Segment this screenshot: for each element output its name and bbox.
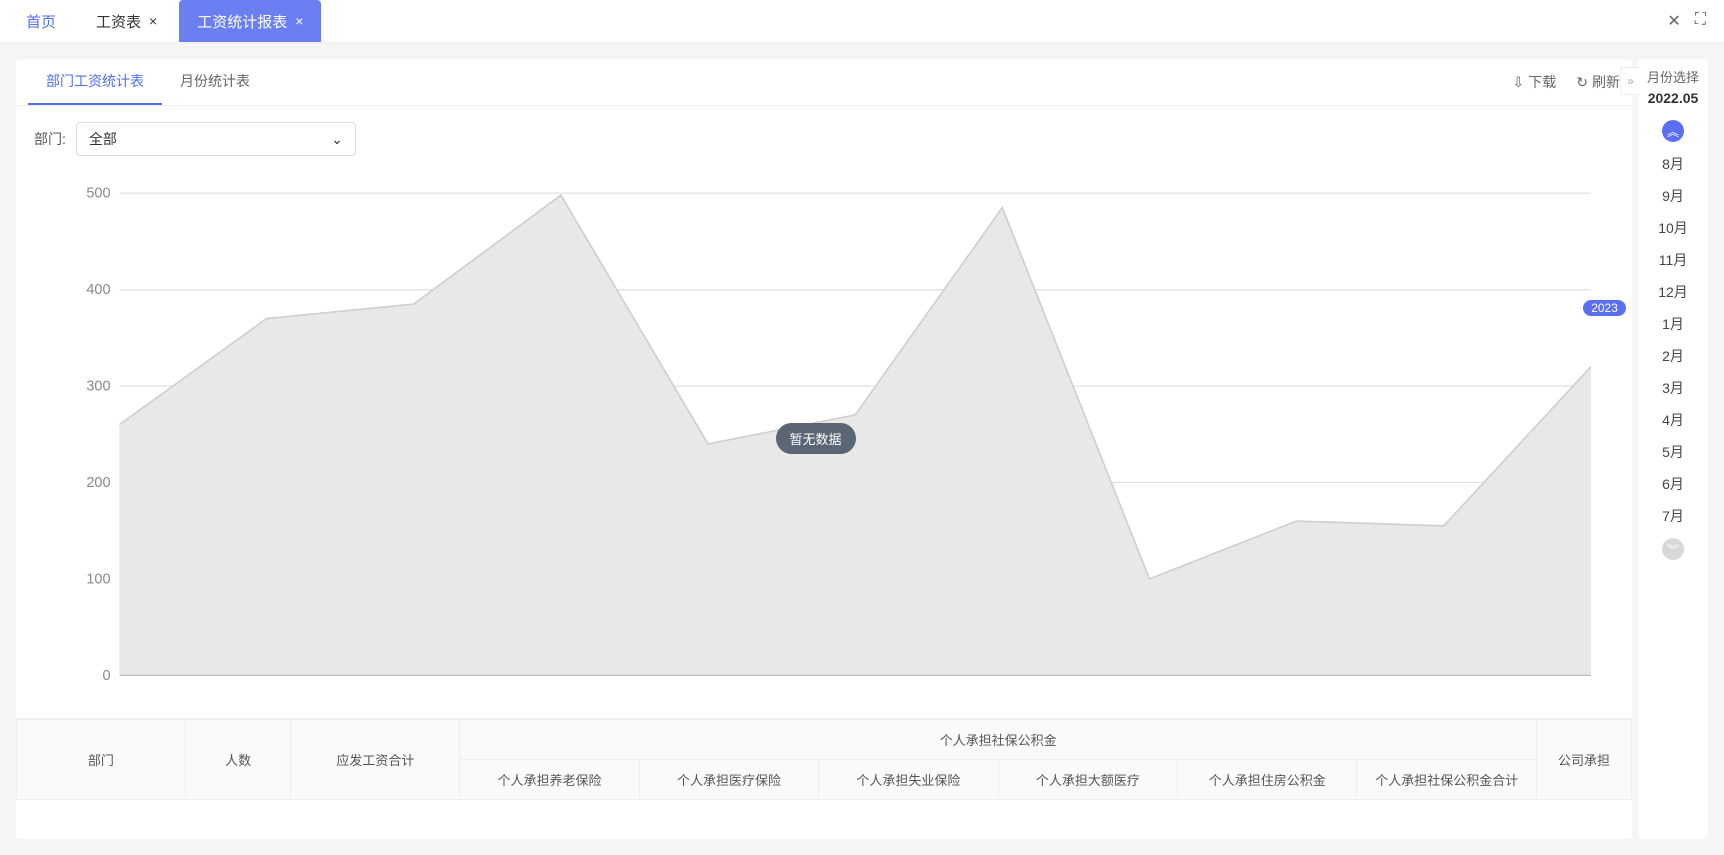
chart-area: 0 100 200 300 400 500 暂无数据 — [16, 172, 1632, 718]
dept-select-value: 全部 — [89, 129, 117, 149]
table-subheader: 个人承担养老保险 — [460, 759, 639, 799]
svg-text:300: 300 — [86, 379, 110, 395]
month-item[interactable]: 4月 — [1658, 408, 1688, 432]
close-all-icon[interactable]: ✕ — [1667, 11, 1680, 31]
dept-filter-label: 部门: — [34, 129, 66, 149]
sub-tab-bar: 部门工资统计表 月份统计表 ⇩ 下载 ↻ 刷新 — [16, 59, 1632, 106]
table-header: 部门 — [17, 719, 186, 799]
month-item[interactable]: 12月 — [1654, 280, 1692, 304]
month-scroll-down-button[interactable]: ︾ — [1662, 538, 1684, 560]
sub-tab-dept-stats-label: 部门工资统计表 — [46, 73, 144, 89]
tab-salary-report-label: 工资统计报表 — [197, 11, 287, 32]
filter-row: 部门: 全部 ⌄ — [16, 106, 1632, 172]
month-list: 8月 9月 10月 11月 12月 1月2023 2月 3月 4月 5月 6月 7月 — [1654, 152, 1692, 528]
table-header-group: 个人承担社保公积金 — [460, 719, 1537, 759]
month-item[interactable]: 10月 — [1654, 216, 1692, 240]
month-item[interactable]: 5月 — [1658, 440, 1688, 464]
dept-select[interactable]: 全部 ⌄ — [76, 122, 356, 156]
svg-text:400: 400 — [86, 282, 110, 298]
sub-tab-month-stats[interactable]: 月份统计表 — [162, 59, 268, 105]
download-button[interactable]: ⇩ 下载 — [1513, 72, 1557, 92]
tab-salary-report[interactable]: 工资统计报表 × — [179, 0, 321, 42]
sub-tab-dept-stats[interactable]: 部门工资统计表 — [28, 59, 162, 105]
month-item[interactable]: 8月 — [1658, 152, 1688, 176]
table-subheader: 个人承担医疗保险 — [639, 759, 818, 799]
table-header: 应发工资合计 — [291, 719, 460, 799]
month-scroll-up-button[interactable]: ︽ — [1662, 120, 1684, 142]
year-badge: 2023 — [1583, 300, 1626, 316]
download-label: 下载 — [1528, 72, 1556, 92]
close-icon[interactable]: × — [295, 13, 303, 29]
top-right-icons: ✕ ⛶ — [1667, 11, 1724, 31]
refresh-label: 刷新 — [1592, 72, 1620, 92]
download-icon: ⇩ — [1513, 74, 1525, 91]
tab-home[interactable]: 首页 — [8, 0, 74, 42]
refresh-button[interactable]: ↻ 刷新 — [1576, 72, 1620, 92]
chevron-down-icon: ︾ — [1667, 541, 1679, 558]
top-tab-bar: 首页 工资表 × 工资统计报表 × ✕ ⛶ — [0, 0, 1724, 43]
month-item[interactable]: 3月 — [1658, 376, 1688, 400]
refresh-icon: ↻ — [1576, 74, 1588, 91]
chevron-up-icon: ︽ — [1667, 123, 1679, 140]
svg-text:100: 100 — [86, 571, 110, 587]
chevron-right-icon: » — [1627, 74, 1634, 88]
svg-text:500: 500 — [86, 186, 110, 202]
month-panel: » 月份选择 2022.05 ︽ 8月9月10月11月12月1月20232月3月… — [1638, 59, 1708, 839]
month-panel-title: 月份选择 — [1647, 67, 1699, 86]
chevron-down-icon: ⌄ — [331, 131, 343, 148]
collapse-month-panel-button[interactable]: » — [1620, 67, 1640, 95]
month-selected-value: 2022.05 — [1648, 90, 1699, 106]
tab-salary[interactable]: 工资表 × — [78, 0, 175, 42]
close-icon[interactable]: × — [149, 13, 157, 29]
month-item[interactable]: 1月2023 — [1658, 312, 1688, 336]
month-item[interactable]: 2月 — [1658, 344, 1688, 368]
svg-text:0: 0 — [102, 668, 110, 684]
chart-tooltip: 暂无数据 — [776, 423, 856, 454]
month-item[interactable]: 6月 — [1658, 472, 1688, 496]
chart-tooltip-text: 暂无数据 — [790, 432, 842, 447]
table-subheader: 个人承担大额医疗 — [998, 759, 1177, 799]
table-header: 人数 — [185, 719, 291, 799]
month-item[interactable]: 7月 — [1658, 504, 1688, 528]
fullscreen-icon[interactable]: ⛶ — [1695, 11, 1706, 31]
month-item[interactable]: 11月 — [1655, 248, 1692, 272]
table-subheader: 个人承担失业保险 — [819, 759, 998, 799]
sub-tab-month-stats-label: 月份统计表 — [180, 73, 250, 89]
tab-home-label: 首页 — [26, 11, 56, 32]
tab-salary-label: 工资表 — [96, 11, 141, 32]
table-subheader: 个人承担住房公积金 — [1178, 759, 1357, 799]
main-panel: 部门工资统计表 月份统计表 ⇩ 下载 ↻ 刷新 部门: — [16, 59, 1632, 839]
month-item[interactable]: 9月 — [1658, 184, 1688, 208]
summary-table: 部门人数应发工资合计个人承担社保公积金公司承担个人承担养老保险个人承担医疗保险个… — [16, 718, 1632, 840]
table-subheader: 个人承担社保公积金合计 — [1357, 759, 1536, 799]
table-header: 公司承担 — [1536, 719, 1631, 799]
svg-text:200: 200 — [86, 475, 110, 491]
